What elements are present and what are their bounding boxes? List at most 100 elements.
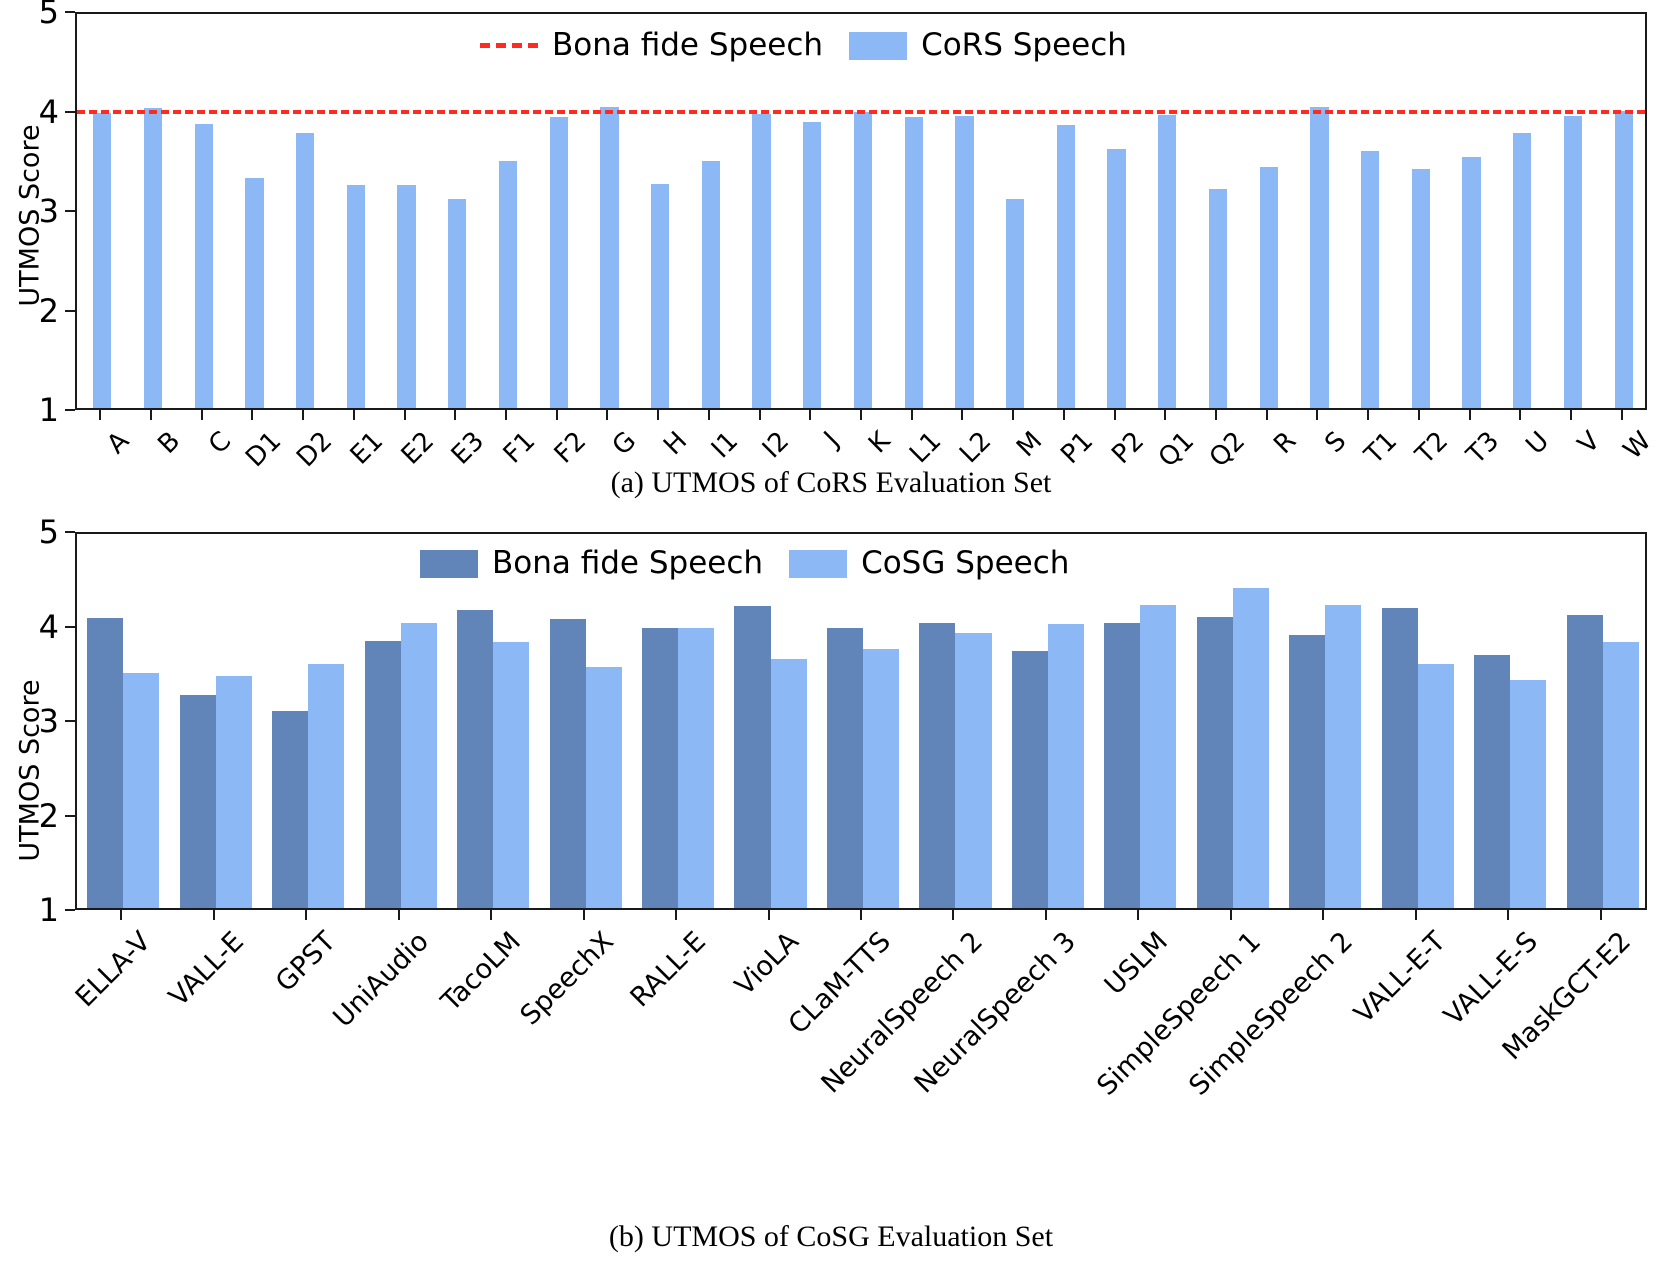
bar — [1411, 169, 1430, 408]
y-tick-mark — [65, 909, 75, 911]
bar — [770, 659, 807, 908]
bar — [1158, 115, 1177, 408]
legend-a: Bona fide Speech CoRS Speech — [480, 30, 1127, 61]
bar — [1056, 125, 1075, 408]
bar — [143, 107, 163, 408]
x-tick-mark — [675, 910, 678, 920]
x-tick-mark — [403, 410, 406, 420]
bar — [498, 161, 518, 408]
x-tick-mark — [397, 910, 400, 920]
x-tick-mark — [1468, 410, 1471, 420]
x-tick-mark — [352, 410, 355, 420]
x-tick-mark — [490, 910, 493, 920]
bar — [1104, 622, 1141, 908]
x-tick-mark — [1229, 910, 1232, 920]
legend-swatch-icon — [789, 549, 848, 578]
y-tick-mark — [65, 309, 75, 312]
bar — [734, 605, 771, 908]
bar — [678, 628, 715, 908]
y-tick-label-3: 3 — [38, 702, 59, 740]
bar — [1360, 151, 1380, 408]
bar — [1474, 654, 1511, 908]
x-tick-mark — [1316, 410, 1319, 420]
bar — [1006, 199, 1025, 408]
x-tick-mark — [99, 410, 102, 420]
bar — [1196, 616, 1233, 908]
y-tick-label-3: 3 — [38, 192, 59, 230]
y-tick-mark — [65, 814, 75, 817]
x-tick-mark — [1414, 910, 1417, 920]
x-tick-mark — [120, 910, 123, 920]
x-tick-mark — [1113, 410, 1116, 420]
bar — [457, 610, 494, 908]
y-tick-label-1: 1 — [38, 391, 59, 429]
bar — [364, 640, 401, 908]
bar — [179, 695, 216, 908]
bar — [1107, 149, 1126, 408]
y-tick-label-4: 4 — [38, 607, 59, 646]
bar — [585, 667, 622, 908]
bar — [1417, 664, 1454, 908]
bar — [194, 124, 213, 408]
x-tick-mark — [1164, 410, 1167, 420]
x-tick-mark — [1620, 410, 1623, 420]
bar — [904, 117, 923, 408]
bar — [1602, 642, 1639, 908]
bar — [1325, 604, 1362, 908]
x-tick-mark — [952, 910, 955, 920]
x-tick-mark — [1599, 910, 1602, 920]
y-tick-mark — [65, 210, 75, 212]
x-tick-mark — [1062, 410, 1065, 420]
x-tick-mark — [809, 410, 812, 420]
y-tick-label-2: 2 — [38, 291, 59, 330]
x-tick-mark — [302, 410, 305, 420]
x-tick-mark — [657, 410, 660, 420]
y-tick-mark — [65, 11, 75, 13]
legend-b: Bona fide Speech CoSG Speech — [420, 548, 1069, 579]
subplot-caption-b: (b) UTMOS of CoSG Evaluation Set — [608, 1220, 1054, 1253]
x-tick-mark — [758, 410, 761, 420]
legend-item: Bona fide Speech — [420, 548, 763, 579]
legend-item: CoSG Speech — [789, 548, 1069, 579]
legend-item: CoRS Speech — [849, 30, 1127, 61]
bar — [397, 185, 416, 408]
x-tick-mark — [606, 410, 609, 420]
bar — [1011, 650, 1048, 908]
y-tick-mark — [65, 720, 75, 722]
x-tick-mark — [454, 410, 457, 420]
y-tick-label-4: 4 — [38, 92, 59, 131]
x-tick-mark — [1417, 410, 1420, 420]
y-tick-mark — [65, 409, 75, 411]
x-tick-mark — [212, 910, 215, 920]
x-tick-mark — [1519, 410, 1522, 420]
bar — [919, 622, 956, 908]
bar — [853, 111, 873, 408]
y-tick-label-2: 2 — [38, 796, 59, 835]
bar — [1462, 157, 1481, 408]
bar — [826, 628, 863, 908]
bar — [955, 633, 992, 908]
bar — [701, 161, 720, 408]
bar — [752, 114, 771, 408]
x-tick-mark — [582, 910, 585, 920]
x-tick-mark — [1367, 410, 1370, 420]
legend-label: Bona fide Speech — [552, 27, 824, 63]
bar — [1510, 680, 1547, 908]
bar — [600, 106, 619, 408]
bar — [448, 199, 467, 408]
x-tick-mark — [767, 910, 770, 920]
bar — [308, 664, 345, 908]
x-tick-mark — [1044, 910, 1047, 920]
x-tick-mark — [200, 410, 203, 420]
bar — [245, 178, 264, 408]
bar — [651, 184, 670, 408]
legend-label: Bona fide Speech — [492, 545, 764, 581]
y-tick-mark — [65, 531, 75, 533]
y-tick-label-5: 5 — [38, 0, 59, 31]
bar — [346, 185, 366, 408]
x-tick-mark — [1214, 410, 1217, 420]
x-tick-mark — [961, 410, 964, 420]
x-tick-mark — [555, 410, 558, 420]
legend-label: CoRS Speech — [921, 27, 1127, 63]
